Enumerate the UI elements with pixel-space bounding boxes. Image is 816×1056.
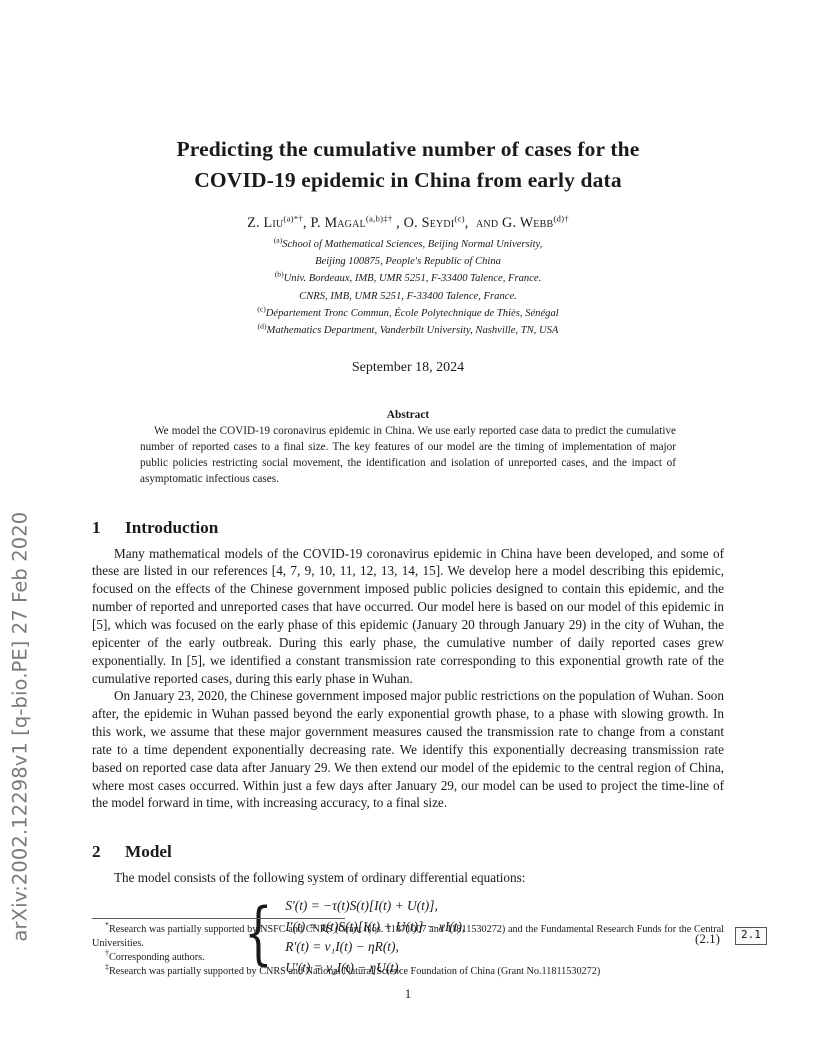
footnote-marker: *: [105, 920, 109, 930]
affiliation-item: (c)Département Tronc Commun, École Polyt…: [92, 305, 724, 322]
author-sep-3: ,: [464, 215, 477, 232]
equation-system: { S'(t) = −τ(t)S(t)[I(t) + U(t)], I'(t) …: [244, 894, 465, 978]
abstract-section: Abstract We model the COVID-19 coronavir…: [140, 409, 676, 488]
left-brace-glyph: {: [244, 893, 273, 974]
footnote-marker: †: [105, 948, 109, 958]
equation-number: (2.1): [695, 931, 720, 947]
affiliation-item: (a)School of Mathematical Sciences, Beij…: [92, 236, 724, 253]
affiliation-list: (a)School of Mathematical Sciences, Beij…: [92, 236, 724, 339]
abstract-body: We model the COVID-19 coronavirus epidem…: [140, 424, 676, 485]
intro-paragraph-2: On January 23, 2020, the Chinese governm…: [92, 688, 724, 811]
arxiv-stamp-text: arXiv:2002.12298v1 [q-bio.PE] 27 Feb 202…: [8, 511, 32, 942]
author-sep-1: ,: [302, 215, 311, 232]
affiliation-marker: (c): [257, 304, 266, 314]
author-affil-marker-1: (a): [283, 213, 294, 224]
affiliation-text: CNRS, IMB, UMR 5251, F-33400 Talence, Fr…: [299, 290, 517, 302]
footnote-item: †Corresponding authors.: [92, 948, 724, 965]
equation-tag-box[interactable]: 2.1: [735, 927, 767, 945]
footnote-text: Corresponding authors.: [108, 952, 205, 964]
author-footnote-marker-4: †: [564, 213, 569, 224]
abstract-heading: Abstract: [386, 408, 430, 421]
title-line-1: Predicting the cumulative number of case…: [176, 137, 640, 161]
section-title-2: Model: [125, 842, 172, 862]
affiliation-item: (b)Univ. Bordeaux, IMB, UMR 5251, F-3340…: [92, 270, 724, 287]
section-heading-introduction: 1 Introduction: [92, 518, 724, 538]
footnote-marker: ‡: [105, 962, 109, 972]
affiliation-text: Beijing 100875, People's Republic of Chi…: [315, 256, 501, 268]
footnote-text: Research was partially supported by CNRS…: [108, 966, 601, 978]
footnote-item: ‡Research was partially supported by CNR…: [92, 962, 724, 979]
affiliation-marker: (d): [257, 321, 267, 331]
author-affil-marker-2: (a,b): [365, 213, 384, 224]
author-name-3: O. Seydi: [403, 215, 455, 232]
publication-date: September 18, 2024: [351, 359, 465, 375]
affiliation-item: CNRS, IMB, UMR 5251, F-33400 Talence, Fr…: [92, 288, 724, 305]
footnote-divider: [92, 918, 345, 919]
author-affil-marker-4: (d): [553, 213, 565, 224]
affiliation-text: Département Tronc Commun, École Polytech…: [265, 307, 559, 319]
section-number-2: 2: [92, 842, 101, 862]
affiliation-item: (d)Mathematics Department, Vanderbilt Un…: [92, 322, 724, 339]
affiliation-marker: (a): [273, 235, 283, 245]
page-number: 1: [404, 987, 412, 1001]
author-affil-marker-3: (c): [454, 213, 465, 224]
equation-line-2: I'(t) = τ(t)S(t)[I(t) + U(t)] − νI(t),: [285, 918, 466, 934]
author-footnote-marker-2: ‡†: [383, 213, 393, 224]
intro-paragraph-1: Many mathematical models of the COVID-19…: [92, 545, 724, 686]
affiliation-item: Beijing 100875, People's Republic of Chi…: [92, 253, 724, 270]
footnote-item: *Research was partially supported by NSF…: [92, 920, 724, 951]
footnote-list: *Research was partially supported by NSF…: [92, 920, 724, 979]
author-list: Z. Liu(a)*†, P. Magal(a,b)‡† , O. Seydi(…: [92, 213, 724, 232]
equation-line-3: R'(t) = ν₁I(t) − ηR(t),: [285, 939, 399, 955]
title-line-2: COVID-19 epidemic in China from early da…: [194, 167, 622, 192]
equation-lines: S'(t) = −τ(t)S(t)[I(t) + U(t)], I'(t) = …: [283, 896, 465, 978]
affiliation-text: Univ. Bordeaux, IMB, UMR 5251, F-33400 T…: [283, 273, 542, 285]
model-paragraph-1: The model consists of the following syst…: [114, 870, 526, 886]
page-content: Predicting the cumulative number of case…: [92, 0, 767, 1056]
affiliation-marker: (b): [274, 269, 284, 279]
author-footnote-marker-1: *†: [293, 213, 303, 224]
equation-line-4: U'(t) = ν₂I(t) − ηU(t).: [285, 959, 402, 975]
equation-block: { S'(t) = −τ(t)S(t)[I(t) + U(t)], I'(t) …: [92, 894, 767, 982]
author-conjunction: and: [476, 215, 499, 232]
author-name-1: Z. Liu: [247, 215, 284, 232]
page-title: Predicting the cumulative number of case…: [92, 134, 724, 195]
footnote-text: Research was partially supported by NSFC…: [92, 924, 724, 950]
section-number-1: 1: [92, 517, 101, 537]
affiliation-text: School of Mathematical Sciences, Beijing…: [282, 239, 543, 251]
equation-line-1: S'(t) = −τ(t)S(t)[I(t) + U(t)],: [285, 898, 438, 914]
author-sep-2: ,: [392, 215, 404, 232]
author-name-2: P. Magal: [310, 215, 366, 232]
affiliation-text: Mathematics Department, Vanderbilt Unive…: [266, 324, 559, 336]
author-name-4: G. Webb: [502, 215, 554, 232]
section-title-1: Introduction: [125, 517, 219, 537]
arxiv-stamp: arXiv:2002.12298v1 [q-bio.PE] 27 Feb 202…: [0, 0, 60, 1056]
section-heading-model: 2 Model: [92, 842, 724, 862]
